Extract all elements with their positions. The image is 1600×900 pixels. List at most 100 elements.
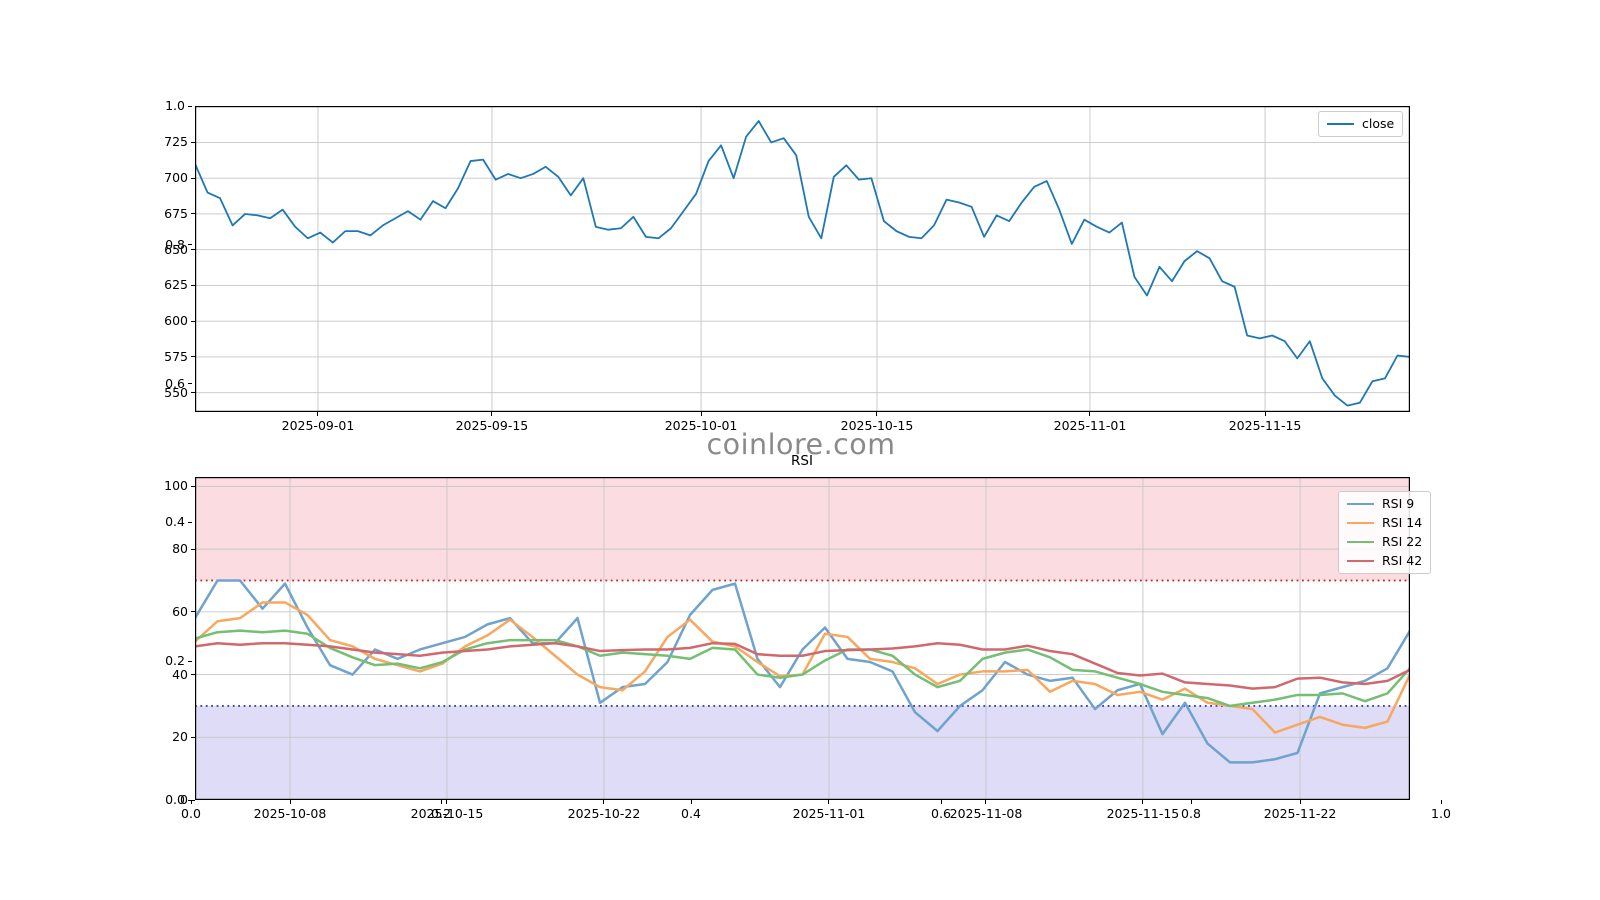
series-rsi-42 (195, 641, 1410, 690)
price-legend: close (1318, 111, 1404, 137)
rsi-ytick-label: 60 (172, 603, 188, 619)
legend-item: RSI 14 (1347, 516, 1422, 530)
price-xtick-label: 2025-10-15 (840, 418, 914, 433)
hidden-axis-xtick-label: 0.2 (431, 806, 451, 821)
xtick-mark (985, 800, 987, 804)
legend-line-sample (1347, 522, 1374, 524)
rsi-chart-title: RSI (791, 453, 813, 469)
hidden-ytick-mark (188, 660, 192, 662)
hidden-xtick-mark (190, 800, 192, 804)
xtick-mark (876, 412, 878, 416)
hidden-ytick-mark (188, 799, 192, 801)
price-ytick-label: 675 (164, 205, 188, 221)
rsi-ytick-label: 40 (172, 666, 188, 682)
ytick-mark (191, 320, 195, 322)
legend-line-sample (1347, 541, 1374, 543)
rsi-xtick-label: 2025-11-22 (1263, 806, 1337, 821)
legend-line-sample (1327, 123, 1354, 125)
rsi-ytick-label: 100 (164, 478, 188, 494)
price-ytick-label: 650 (164, 241, 188, 257)
hidden-axis-ytick-label: 0.8 (165, 236, 185, 252)
rsi-ytick-label: 20 (172, 729, 188, 745)
ytick-mark (191, 799, 195, 801)
ytick-mark (191, 356, 195, 358)
ytick-mark (191, 284, 195, 286)
ytick-mark (191, 213, 195, 215)
rsi-ytick-label: 80 (172, 541, 188, 557)
price-xtick-label: 2025-11-15 (1228, 418, 1302, 433)
legend-item: RSI 22 (1347, 535, 1422, 549)
ytick-mark (191, 177, 195, 179)
hidden-axis-xtick-label: 0.4 (681, 806, 701, 821)
hidden-ytick-mark (188, 244, 192, 246)
price-xtick-label: 2025-11-01 (1053, 418, 1127, 433)
price-ytick-label: 625 (164, 277, 188, 293)
rsi-plot-area (195, 477, 1410, 800)
hidden-axis-xtick-label: 1.0 (1431, 806, 1451, 821)
price-ytick-label: 600 (164, 313, 188, 329)
hidden-xtick-mark (690, 800, 692, 804)
rsi-legend: RSI 9 RSI 14 RSI 22 RSI 42 (1338, 491, 1432, 574)
ytick-mark (191, 141, 195, 143)
hidden-axis-xtick-label: 0.6 (931, 806, 951, 821)
rsi-xtick-label: 2025-11-01 (792, 806, 866, 821)
price-xtick-label: 2025-09-15 (455, 418, 529, 433)
ytick-mark (191, 392, 195, 394)
rsi-xtick-label: 2025-10-22 (567, 806, 641, 821)
rsi-ytick-label: 0 (180, 792, 188, 807)
rsi-xtick-label: 2025-10-08 (253, 806, 327, 821)
xtick-mark (1142, 800, 1144, 804)
hidden-ytick-mark (188, 521, 192, 523)
ytick-mark (191, 611, 195, 613)
rsi-xtick-label: 2025-11-08 (949, 806, 1023, 821)
ytick-mark (191, 674, 195, 676)
price-xtick-label: 2025-10-01 (664, 418, 738, 433)
hidden-ytick-mark (188, 105, 192, 107)
xtick-mark (1299, 800, 1301, 804)
price-xtick-label: 2025-09-01 (281, 418, 355, 433)
legend-label: close (1362, 116, 1395, 131)
rsi-band-0 (195, 477, 1410, 581)
hidden-axis-ytick-label: 0.6 (165, 375, 185, 391)
xtick-mark (828, 800, 830, 804)
hidden-axis-ytick-label: 0.2 (165, 653, 185, 669)
legend-label: RSI 9 (1382, 496, 1415, 511)
hidden-axis-ytick-label: 0.0 (165, 792, 185, 807)
rsi-band-1 (195, 705, 1410, 800)
xtick-mark (317, 412, 319, 416)
xtick-mark (1089, 412, 1091, 416)
xtick-mark (1264, 412, 1266, 416)
legend-label: RSI 14 (1382, 515, 1423, 530)
hidden-xtick-mark (1440, 800, 1442, 804)
hidden-axis-xtick-label: 0.8 (1181, 806, 1201, 821)
ytick-mark (191, 548, 195, 550)
xtick-mark (491, 412, 493, 416)
legend-item: RSI 9 (1347, 497, 1422, 511)
series-rsi-22 (195, 629, 1410, 708)
xtick-mark (603, 800, 605, 804)
hidden-ytick-mark (188, 383, 192, 385)
legend-label: RSI 22 (1382, 534, 1423, 549)
rsi-xtick-label: 2025-11-15 (1106, 806, 1180, 821)
hidden-xtick-mark (940, 800, 942, 804)
hidden-xtick-mark (1190, 800, 1192, 804)
xtick-mark (446, 800, 448, 804)
hidden-axis-ytick-label: 0.4 (165, 514, 185, 530)
price-ytick-label: 575 (164, 348, 188, 364)
hidden-xtick-mark (440, 800, 442, 804)
legend-line-sample (1347, 560, 1374, 562)
legend-label: RSI 42 (1382, 553, 1423, 568)
xtick-mark (700, 412, 702, 416)
hidden-axis-xtick-label: 0.0 (181, 806, 201, 821)
rsi-xtick-label: 2025-10-15 (410, 806, 484, 821)
ytick-mark (191, 249, 195, 251)
price-ytick-label: 700 (164, 170, 188, 186)
legend-item: close (1327, 117, 1394, 131)
price-ytick-label: 550 (164, 384, 188, 400)
series-close (195, 120, 1410, 407)
hidden-axis-ytick-label: 1.0 (165, 98, 185, 113)
price-plot-area (195, 106, 1410, 412)
watermark: coinlore.com (706, 428, 896, 461)
xtick-mark (289, 800, 291, 804)
